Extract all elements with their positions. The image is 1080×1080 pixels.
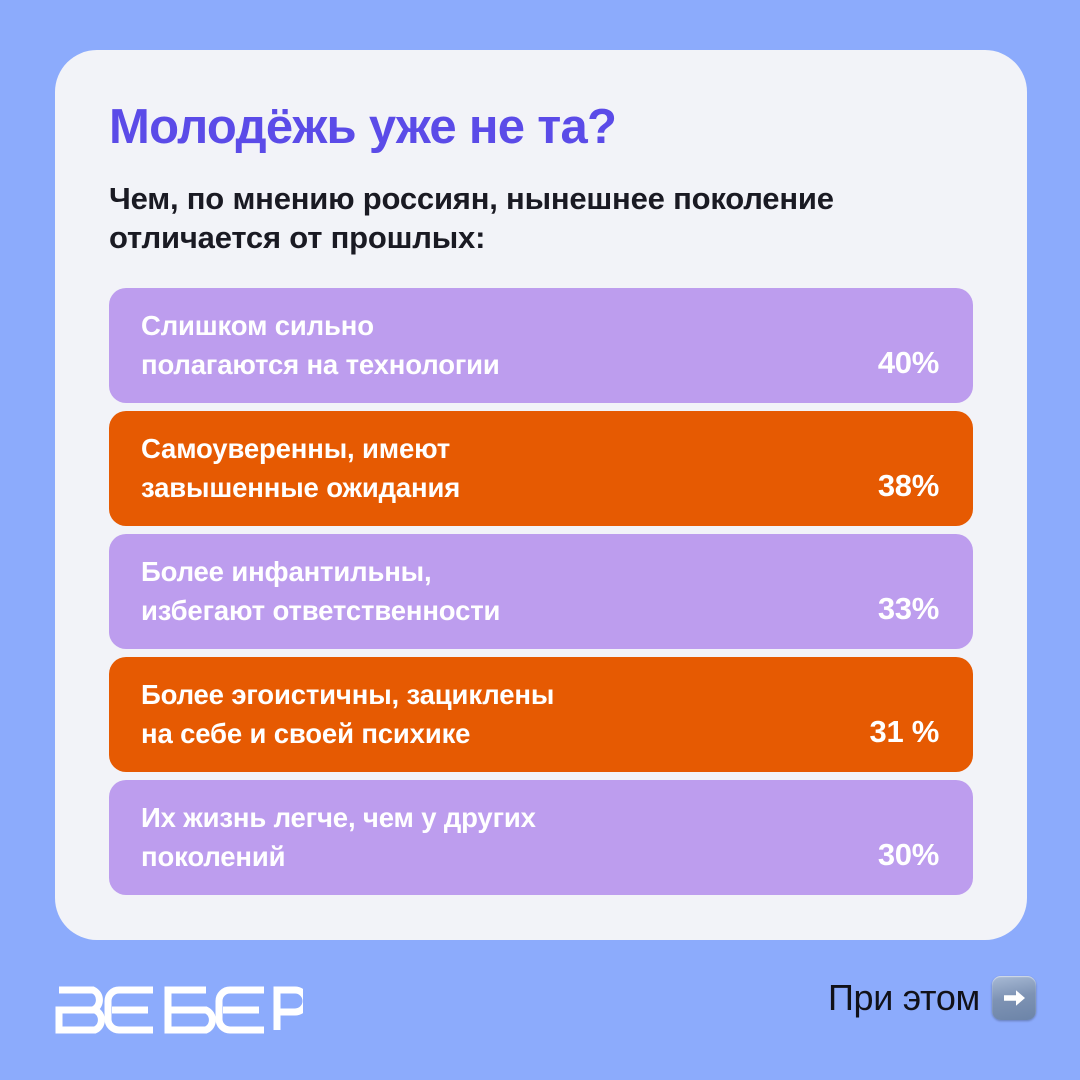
- bar-label: Самоуверенны, имеют завышенные ожидания: [141, 433, 461, 504]
- bar-value: 30%: [877, 836, 939, 872]
- bar-row: Их жизнь легче, чем у других поколений 30…: [109, 779, 973, 895]
- next-slide-label: При этом: [827, 977, 980, 1018]
- bar-label: Более эгоистичны, зациклены на себе и св…: [141, 679, 555, 750]
- page-subtitle: Чем, по мнению россиян, нынешнее поколен…: [109, 180, 834, 256]
- footer: ВЕБЕР При этом: [0, 958, 1080, 1080]
- next-slide-hint[interactable]: При этом: [828, 976, 1036, 1020]
- right-arrow-icon: [992, 976, 1036, 1020]
- bar-label: Слишком сильно полагаются на технологии: [141, 310, 500, 381]
- bar-value: 38%: [877, 467, 939, 503]
- bar-value: 40%: [877, 344, 939, 380]
- bar-value: 33%: [877, 590, 939, 626]
- bar-value: 31 %: [869, 713, 940, 749]
- weber-logo: ВЕБЕР: [55, 984, 310, 1041]
- page-title: Молодёжь уже не та?: [109, 100, 617, 154]
- bar-label: Их жизнь легче, чем у других поколений: [141, 802, 536, 873]
- bar-row: Более инфантильны, избегают ответственно…: [109, 533, 973, 649]
- bar-label: Более инфантильны, избегают ответственно…: [141, 556, 501, 627]
- bar-row: Более эгоистичны, зациклены на себе и св…: [109, 656, 973, 772]
- bar-chart: Слишком сильно полагаются на технологии 4…: [109, 287, 973, 895]
- bar-row: Слишком сильно полагаются на технологии 4…: [109, 287, 973, 403]
- infographic-card: Молодёжь уже не та? Чем, по мнению росси…: [55, 50, 1027, 940]
- bar-row: Самоуверенны, имеют завышенные ожидания 3…: [109, 410, 973, 526]
